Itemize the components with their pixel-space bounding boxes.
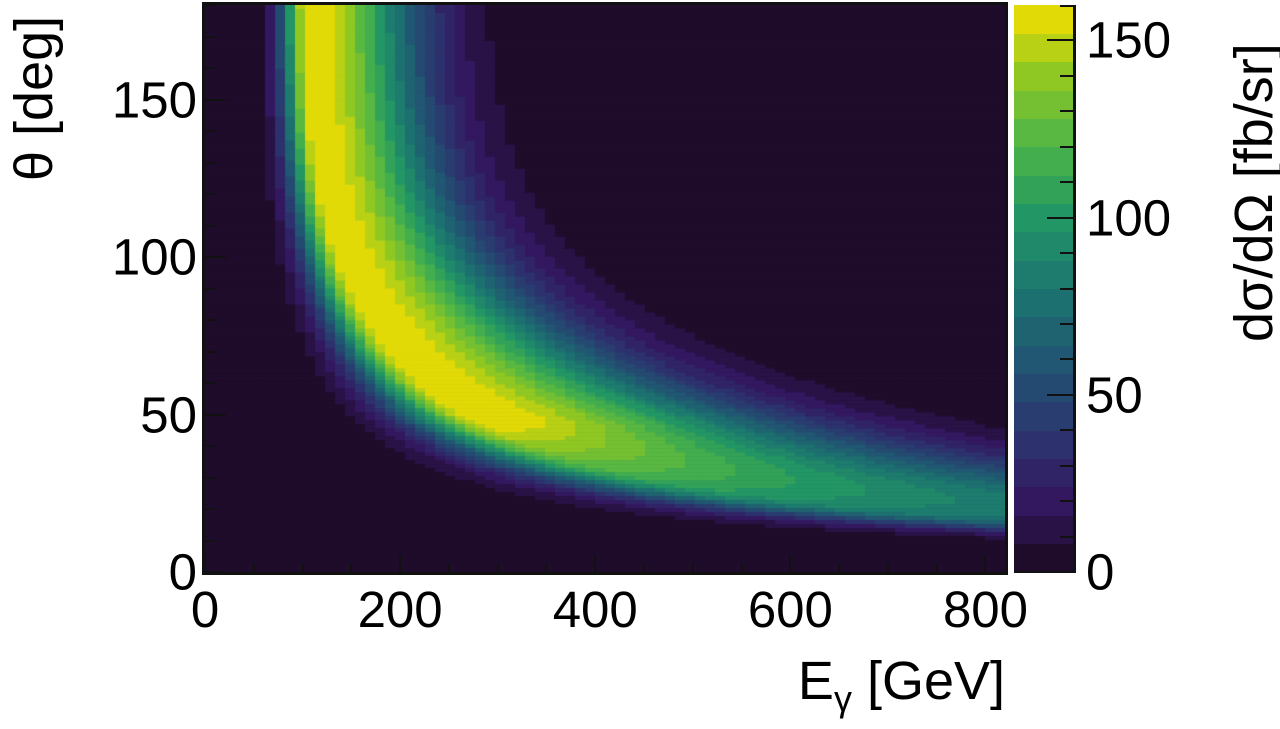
colorbar-minor-tick xyxy=(1060,181,1073,184)
x-axis-title-unit: [GeV] xyxy=(851,651,1005,711)
x-axis-title: Eγ [GeV] xyxy=(798,652,1005,728)
colorbar-minor-tick xyxy=(1060,464,1073,467)
colorbar-band xyxy=(1014,5,1075,34)
colorbar-band xyxy=(1014,33,1075,63)
y-tick-label: 0 xyxy=(168,543,197,601)
colorbar-tick-label: 100 xyxy=(1086,189,1172,247)
colorbar-major-tick xyxy=(1047,571,1073,573)
colorbar-band xyxy=(1014,401,1075,431)
colorbar-band xyxy=(1014,90,1075,119)
colorbar-tick-label: 50 xyxy=(1086,366,1143,424)
colorbar-band xyxy=(1014,118,1075,148)
colorbar-minor-tick xyxy=(1060,5,1073,7)
x-tick-label: 0 xyxy=(190,581,220,638)
colorbar-band xyxy=(1014,543,1075,573)
colorbar-title: dσ/dΩ [fb/sr] xyxy=(1224,43,1280,342)
colorbar-band xyxy=(1014,146,1075,176)
colorbar-minor-tick xyxy=(1060,287,1073,290)
colorbar-band xyxy=(1014,430,1075,460)
x-axis-title-symbol: E xyxy=(797,651,834,711)
colorbar-minor-tick xyxy=(1060,322,1073,325)
colorbar-minor-tick xyxy=(1060,429,1073,432)
colorbar-major-tick xyxy=(1047,39,1073,42)
x-tick-label: 600 xyxy=(747,581,833,638)
colorbar-tick-label: 150 xyxy=(1086,11,1172,69)
colorbar-major-tick xyxy=(1047,393,1073,396)
colorbar-minor-tick xyxy=(1060,74,1073,77)
colorbar-minor-tick xyxy=(1060,252,1073,255)
colorbar-band xyxy=(1014,288,1075,318)
colorbar-band xyxy=(1014,175,1075,204)
colorbar-band xyxy=(1014,231,1075,261)
colorbar-tick-label: 0 xyxy=(1086,543,1115,601)
colorbar-major-tick xyxy=(1047,216,1073,219)
colorbar-axis-line xyxy=(1073,5,1076,572)
colorbar-minor-tick xyxy=(1060,145,1073,148)
y-tick-label: 150 xyxy=(111,71,197,128)
colorbar-minor-tick xyxy=(1060,500,1073,503)
y-tick-label: 100 xyxy=(111,228,197,286)
colorbar-minor-tick xyxy=(1060,535,1073,538)
x-tick-label: 200 xyxy=(357,581,443,638)
colorbar-band xyxy=(1014,373,1075,403)
plot-frame xyxy=(202,2,1008,575)
colorbar-band xyxy=(1014,260,1075,289)
colorbar-bottom-line xyxy=(1014,571,1076,573)
x-axis-title-subscript: γ xyxy=(833,677,852,719)
colorbar-minor-tick xyxy=(1060,110,1073,113)
colorbar-minor-tick xyxy=(1060,358,1073,361)
x-tick-label: 800 xyxy=(942,581,1029,638)
heatmap-canvas xyxy=(205,5,1005,572)
colorbar-band xyxy=(1014,515,1075,545)
x-tick-label: 400 xyxy=(552,581,638,638)
colorbar-band xyxy=(1014,458,1075,488)
colorbar-band xyxy=(1014,316,1075,346)
y-tick-label: 50 xyxy=(140,386,197,443)
